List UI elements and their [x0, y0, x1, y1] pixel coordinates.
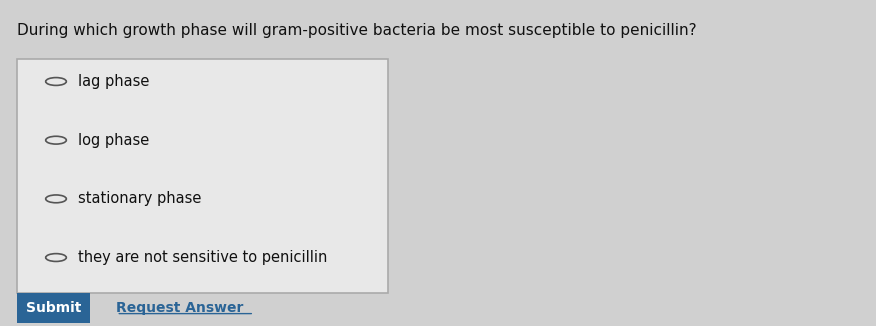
Text: During which growth phase will gram-positive bacteria be most susceptible to pen: During which growth phase will gram-posi…	[18, 23, 697, 38]
Text: Request Answer: Request Answer	[117, 301, 244, 315]
Text: Submit: Submit	[26, 301, 81, 315]
FancyBboxPatch shape	[18, 293, 90, 323]
Text: they are not sensitive to penicillin: they are not sensitive to penicillin	[78, 250, 327, 265]
Text: log phase: log phase	[78, 133, 149, 148]
Text: lag phase: lag phase	[78, 74, 149, 89]
Text: stationary phase: stationary phase	[78, 191, 201, 206]
FancyBboxPatch shape	[18, 59, 388, 293]
